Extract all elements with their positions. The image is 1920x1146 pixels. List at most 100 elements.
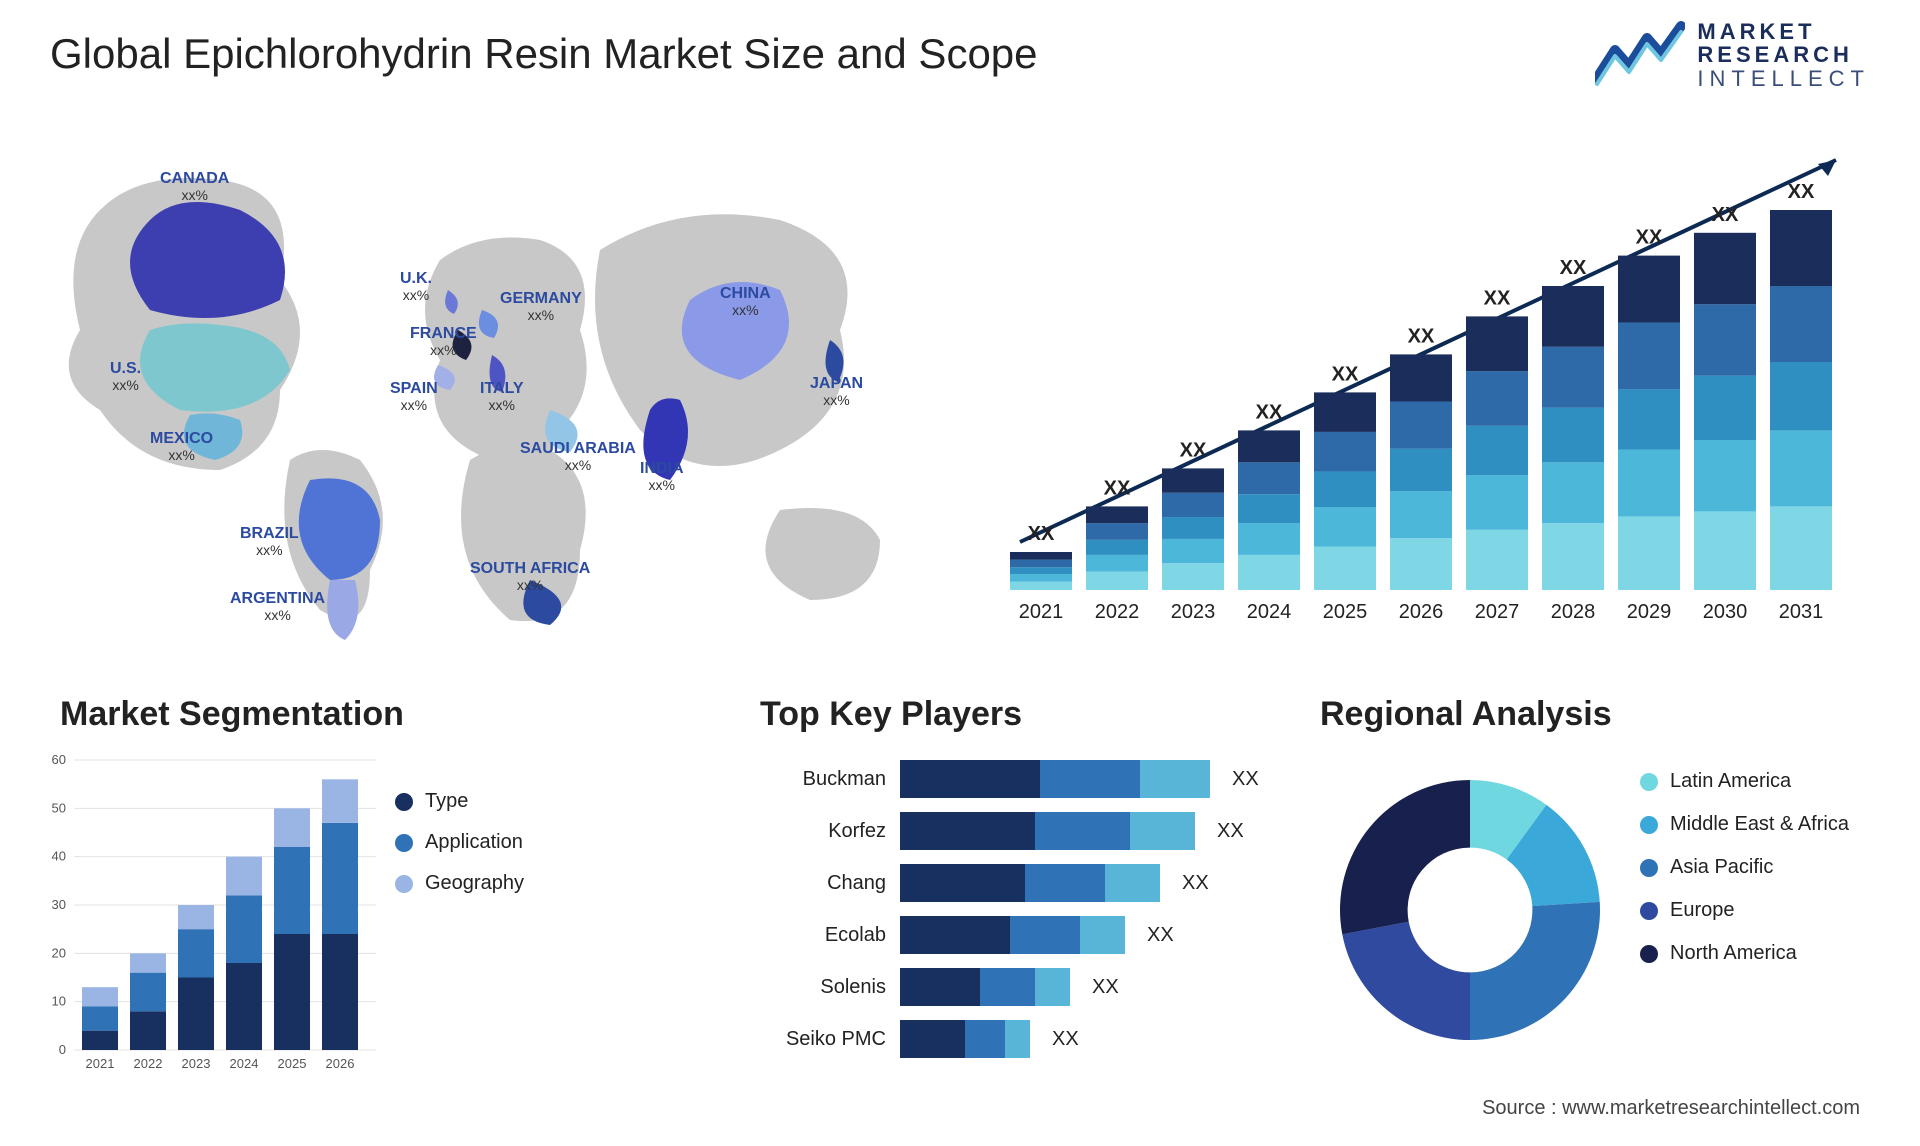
player-bar: XX xyxy=(900,812,1280,850)
growth-bar-chart: XX2021XX2022XX2023XX2024XX2025XX2026XX20… xyxy=(980,150,1860,640)
map-label-us: U.S.xx% xyxy=(110,360,141,393)
svg-text:2030: 2030 xyxy=(1703,601,1748,623)
segmentation-chart: 0102030405060202120222023202420252026 xyxy=(40,750,380,1080)
player-name: Buckman xyxy=(760,768,900,791)
brand-logo: MARKET RESEARCH INTELLECT xyxy=(1595,20,1870,90)
svg-text:2026: 2026 xyxy=(1399,601,1444,623)
svg-text:2027: 2027 xyxy=(1475,601,1520,623)
svg-text:XX: XX xyxy=(1636,227,1663,249)
legend-label: Geography xyxy=(425,872,524,895)
svg-text:2025: 2025 xyxy=(1323,601,1368,623)
player-bar: XX xyxy=(900,1020,1280,1058)
map-label-japan: JAPANxx% xyxy=(810,375,863,408)
logo-text: MARKET RESEARCH INTELLECT xyxy=(1697,20,1870,89)
legend-dot-icon xyxy=(1640,945,1658,963)
logo-mark-icon xyxy=(1595,20,1685,90)
svg-text:2031: 2031 xyxy=(1779,601,1824,623)
region-legend-item: North America xyxy=(1640,942,1849,965)
legend-label: Asia Pacific xyxy=(1670,856,1773,879)
player-name: Solenis xyxy=(760,976,900,999)
map-label-france: FRANCExx% xyxy=(410,325,477,358)
legend-label: North America xyxy=(1670,942,1797,965)
legend-label: Middle East & Africa xyxy=(1670,813,1849,836)
svg-text:2024: 2024 xyxy=(230,1056,259,1071)
region-legend-item: Europe xyxy=(1640,899,1849,922)
svg-text:2022: 2022 xyxy=(1095,601,1140,623)
map-label-mexico: MEXICOxx% xyxy=(150,430,213,463)
player-row: Seiko PMC XX xyxy=(760,1020,1280,1058)
svg-text:30: 30 xyxy=(52,897,66,912)
regional-legend: Latin America Middle East & Africa Asia Pa… xyxy=(1640,770,1849,985)
player-bar: XX xyxy=(900,916,1280,954)
map-label-argentina: ARGENTINAxx% xyxy=(230,590,325,623)
map-label-india: INDIAxx% xyxy=(640,460,684,493)
region-legend-item: Middle East & Africa xyxy=(1640,813,1849,836)
map-label-uk: U.K.xx% xyxy=(400,270,432,303)
svg-text:XX: XX xyxy=(1028,523,1055,545)
map-label-china: CHINAxx% xyxy=(720,285,771,318)
legend-dot-icon xyxy=(395,793,413,811)
player-row: Ecolab XX xyxy=(760,916,1280,954)
svg-text:XX: XX xyxy=(1788,181,1815,203)
region-legend-item: Latin America xyxy=(1640,770,1849,793)
svg-text:2023: 2023 xyxy=(1171,601,1216,623)
player-value: XX xyxy=(1147,924,1187,947)
legend-label: Europe xyxy=(1670,899,1735,922)
map-label-canada: CANADAxx% xyxy=(160,170,229,203)
legend-label: Latin America xyxy=(1670,770,1791,793)
source-text: Source : www.marketresearchintellect.com xyxy=(1482,1097,1860,1120)
svg-text:2023: 2023 xyxy=(182,1056,211,1071)
player-value: XX xyxy=(1232,768,1272,791)
svg-text:2024: 2024 xyxy=(1247,601,1292,623)
svg-text:XX: XX xyxy=(1332,363,1359,385)
world-map: CANADAxx%U.S.xx%MEXICOxx%BRAZILxx%ARGENT… xyxy=(40,130,940,650)
seg-legend-item: Application xyxy=(395,831,524,854)
player-row: Solenis XX xyxy=(760,968,1280,1006)
player-bar: XX xyxy=(900,864,1280,902)
svg-text:XX: XX xyxy=(1408,325,1435,347)
map-label-saudi: SAUDI ARABIAxx% xyxy=(520,440,636,473)
player-name: Chang xyxy=(760,872,900,895)
player-row: Korfez XX xyxy=(760,812,1280,850)
player-value: XX xyxy=(1092,976,1132,999)
legend-dot-icon xyxy=(395,834,413,852)
legend-dot-icon xyxy=(1640,902,1658,920)
players-title: Top Key Players xyxy=(760,695,1022,734)
svg-text:50: 50 xyxy=(52,800,66,815)
player-bar: XX xyxy=(900,968,1280,1006)
legend-dot-icon xyxy=(395,875,413,893)
map-label-germany: GERMANYxx% xyxy=(500,290,582,323)
svg-text:XX: XX xyxy=(1104,477,1131,499)
svg-text:XX: XX xyxy=(1560,257,1587,279)
player-bar: XX xyxy=(900,760,1280,798)
player-value: XX xyxy=(1217,820,1257,843)
svg-text:2025: 2025 xyxy=(278,1056,307,1071)
svg-text:2022: 2022 xyxy=(134,1056,163,1071)
svg-text:XX: XX xyxy=(1180,439,1207,461)
player-row: Buckman XX xyxy=(760,760,1280,798)
svg-text:2028: 2028 xyxy=(1551,601,1596,623)
segmentation-title: Market Segmentation xyxy=(60,695,404,734)
player-name: Korfez xyxy=(760,820,900,843)
player-value: XX xyxy=(1052,1028,1092,1051)
player-name: Seiko PMC xyxy=(760,1028,900,1051)
legend-dot-icon xyxy=(1640,859,1658,877)
svg-text:2026: 2026 xyxy=(326,1056,355,1071)
legend-dot-icon xyxy=(1640,773,1658,791)
map-label-safrica: SOUTH AFRICAxx% xyxy=(470,560,590,593)
svg-text:XX: XX xyxy=(1256,401,1283,423)
svg-text:XX: XX xyxy=(1712,204,1739,226)
regional-title: Regional Analysis xyxy=(1320,695,1612,734)
svg-text:60: 60 xyxy=(52,752,66,767)
svg-text:20: 20 xyxy=(52,945,66,960)
player-name: Ecolab xyxy=(760,924,900,947)
svg-text:0: 0 xyxy=(59,1042,66,1057)
player-value: XX xyxy=(1182,872,1222,895)
map-label-italy: ITALYxx% xyxy=(480,380,524,413)
svg-text:40: 40 xyxy=(52,849,66,864)
svg-text:2021: 2021 xyxy=(86,1056,115,1071)
key-players-chart: Buckman XX Korfez XX Chang XX Ecolab XX Solenis X… xyxy=(760,760,1280,1072)
seg-legend-item: Type xyxy=(395,790,524,813)
region-legend-item: Asia Pacific xyxy=(1640,856,1849,879)
legend-label: Type xyxy=(425,790,468,813)
